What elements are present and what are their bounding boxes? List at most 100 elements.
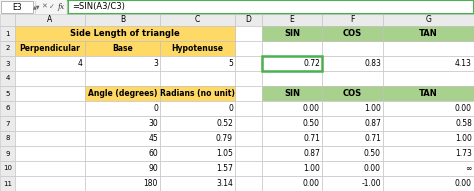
- Text: 7: 7: [5, 121, 10, 126]
- Text: SIN: SIN: [284, 89, 300, 98]
- Bar: [160, 14, 235, 26]
- Text: 0.50: 0.50: [303, 119, 320, 128]
- Bar: [383, 116, 474, 131]
- Text: 1.00: 1.00: [303, 164, 320, 173]
- Bar: [322, 71, 383, 86]
- Bar: [322, 56, 383, 71]
- Text: 1.73: 1.73: [455, 149, 472, 158]
- Bar: [322, 56, 383, 71]
- Text: 11: 11: [3, 180, 12, 186]
- Text: ∞: ∞: [465, 164, 472, 173]
- Bar: [262, 116, 322, 131]
- Bar: [85, 131, 160, 146]
- Bar: [160, 176, 235, 191]
- Bar: [85, 86, 160, 101]
- Bar: [262, 161, 322, 176]
- Text: 1.05: 1.05: [216, 149, 233, 158]
- Bar: [15, 41, 85, 56]
- Text: Base: Base: [112, 44, 133, 53]
- Bar: [0, 14, 15, 26]
- Bar: [262, 56, 322, 71]
- Bar: [383, 176, 474, 191]
- Bar: [85, 41, 160, 56]
- Bar: [235, 116, 262, 131]
- Text: 8: 8: [5, 135, 10, 142]
- Bar: [235, 41, 262, 56]
- Bar: [15, 26, 235, 41]
- Bar: [15, 116, 85, 131]
- Text: G: G: [426, 15, 431, 24]
- Bar: [322, 146, 383, 161]
- Bar: [160, 41, 235, 56]
- Bar: [322, 41, 383, 56]
- Text: 2: 2: [5, 45, 9, 52]
- Text: 1.57: 1.57: [216, 164, 233, 173]
- Bar: [322, 101, 383, 116]
- Bar: [160, 56, 235, 71]
- Bar: [160, 41, 235, 56]
- Bar: [383, 26, 474, 41]
- Bar: [322, 131, 383, 146]
- Text: 0.52: 0.52: [216, 119, 233, 128]
- Bar: [0, 101, 15, 116]
- Bar: [322, 131, 383, 146]
- Bar: [235, 71, 262, 86]
- Text: C: C: [195, 15, 200, 24]
- Bar: [85, 176, 160, 191]
- Bar: [262, 41, 322, 56]
- Text: 10: 10: [3, 165, 12, 172]
- Bar: [15, 101, 85, 116]
- Bar: [383, 101, 474, 116]
- Bar: [383, 86, 474, 101]
- Text: 0: 0: [153, 104, 158, 113]
- Bar: [383, 131, 474, 146]
- Bar: [262, 116, 322, 131]
- Bar: [15, 41, 85, 56]
- Bar: [262, 86, 322, 101]
- Bar: [383, 146, 474, 161]
- Bar: [160, 56, 235, 71]
- Bar: [262, 71, 322, 86]
- Text: 3: 3: [5, 61, 10, 66]
- Bar: [235, 146, 262, 161]
- Text: 3: 3: [153, 59, 158, 68]
- Text: 0.87: 0.87: [303, 149, 320, 158]
- Bar: [383, 101, 474, 116]
- Text: Angle (degrees): Angle (degrees): [88, 89, 157, 98]
- Bar: [322, 161, 383, 176]
- Bar: [85, 71, 160, 86]
- Text: 4: 4: [78, 59, 83, 68]
- Bar: [383, 14, 474, 26]
- Text: A: A: [47, 15, 53, 24]
- Bar: [85, 86, 160, 101]
- Bar: [68, 0, 474, 14]
- Bar: [383, 41, 474, 56]
- Bar: [15, 161, 85, 176]
- Bar: [0, 71, 15, 86]
- Text: 5: 5: [228, 59, 233, 68]
- Bar: [235, 131, 262, 146]
- Text: 180: 180: [144, 179, 158, 188]
- Bar: [0, 116, 15, 131]
- Bar: [85, 146, 160, 161]
- Text: 6: 6: [5, 105, 10, 112]
- Text: TAN: TAN: [419, 89, 438, 98]
- Bar: [85, 101, 160, 116]
- Bar: [322, 26, 383, 41]
- Bar: [0, 0, 474, 14]
- Text: 1: 1: [5, 31, 10, 36]
- Bar: [383, 176, 474, 191]
- Text: 3.14: 3.14: [216, 179, 233, 188]
- Text: 1.00: 1.00: [364, 104, 381, 113]
- Bar: [0, 26, 15, 41]
- Bar: [322, 86, 383, 101]
- Bar: [262, 146, 322, 161]
- Bar: [262, 26, 322, 41]
- Bar: [160, 86, 235, 101]
- Bar: [262, 161, 322, 176]
- Text: Radians (no unit): Radians (no unit): [160, 89, 235, 98]
- Bar: [15, 56, 85, 71]
- Text: 0.71: 0.71: [364, 134, 381, 143]
- Bar: [235, 26, 262, 41]
- Bar: [235, 14, 262, 26]
